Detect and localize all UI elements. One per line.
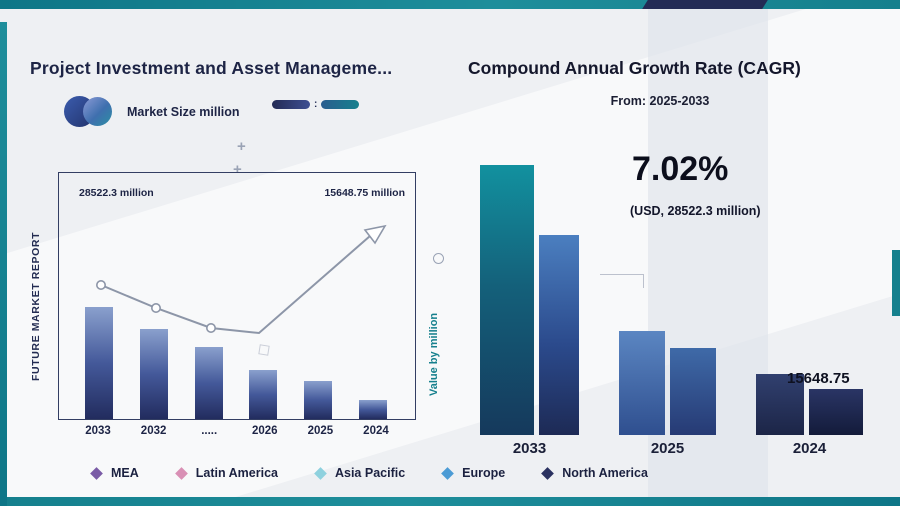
- diamond-icon: [441, 466, 455, 480]
- right-x-labels: 2033 2025 2024: [480, 440, 870, 457]
- market-size-chart: 28522.3 million 15648.75 million: [58, 172, 416, 420]
- x-axis-label: 2025: [307, 425, 334, 437]
- cagr-bar: [809, 389, 863, 435]
- navy-pill-icon: [272, 100, 310, 109]
- right-teal-chip: [892, 250, 900, 316]
- diamond-icon: [174, 466, 188, 480]
- legend-item: MEA: [90, 466, 139, 480]
- navy-accent-strip: [642, 0, 768, 9]
- cagr-chart: [480, 160, 870, 435]
- cagr-bar: [670, 348, 716, 435]
- cagr-value: 7.02%: [632, 150, 729, 188]
- legend-label: Latin America: [195, 466, 278, 480]
- left-x-labels: 2033 2032..... 2026 2025 2024: [76, 425, 398, 437]
- brand-watermark: FUTURE MARKET REPORT: [30, 231, 42, 381]
- left-teal-strip: [0, 22, 7, 506]
- value-2024-label: 15648.75: [787, 370, 850, 387]
- legend-item: Asia Pacific: [314, 466, 406, 480]
- market-size-legend: Market Size million: [64, 96, 240, 127]
- legend-label: North America: [562, 466, 648, 480]
- cagr-bar: [756, 374, 804, 435]
- left-bars: [59, 173, 415, 419]
- cagr-note: (USD, 28522.3 million): [630, 204, 761, 218]
- legend-item: Europe: [441, 466, 506, 480]
- sphere-pair-icon: [64, 96, 116, 127]
- legend-item: North America: [541, 466, 648, 480]
- market-size-bar: [304, 381, 333, 419]
- diamond-icon: [90, 466, 103, 480]
- cagr-bar-group: [480, 165, 579, 435]
- bottom-teal-strip: [0, 497, 900, 506]
- cagr-bar-group: [619, 331, 716, 435]
- market-size-bar: [249, 370, 278, 419]
- market-size-bar: [85, 307, 113, 419]
- market-size-bar: [358, 400, 387, 419]
- legend-label: Asia Pacific: [334, 466, 406, 480]
- x-axis-label: 2033: [85, 425, 111, 437]
- pill-decoration: :: [272, 99, 360, 110]
- cagr-bar-group: [756, 374, 863, 435]
- x-axis-label: 2033: [512, 440, 547, 457]
- market-size-bar: [194, 347, 223, 419]
- plus-icon: +: [237, 138, 246, 155]
- plus-icon: +: [233, 161, 242, 178]
- cagr-bar: [480, 165, 534, 435]
- cagr-bar: [619, 331, 665, 435]
- market-size-bar: [139, 329, 168, 419]
- colon-separator: :: [314, 99, 318, 110]
- x-axis-label: 2024: [792, 440, 827, 457]
- legend-label: Europe: [462, 466, 506, 480]
- x-axis-label: .....: [201, 425, 218, 437]
- right-bar-groups: [480, 165, 870, 435]
- market-size-legend-label: Market Size million: [127, 104, 240, 119]
- value-axis-label: Value by million: [428, 312, 440, 396]
- cagr-subtitle: From: 2025-2033: [610, 94, 710, 108]
- x-axis-label: 2024: [363, 425, 389, 437]
- diamond-icon: [541, 466, 555, 480]
- cagr-title: Compound Annual Growth Rate (CAGR): [468, 58, 801, 78]
- step-line-decoration: [600, 274, 644, 288]
- diamond-icon: [314, 466, 327, 480]
- circle-icon: [433, 253, 444, 264]
- x-axis-label: 2025: [650, 440, 685, 457]
- legend-label: MEA: [111, 466, 139, 480]
- end-value-annotation: 15648.75 million: [324, 187, 405, 199]
- legend-item: Latin America: [174, 466, 278, 480]
- max-value-annotation: 28522.3 million: [79, 187, 154, 199]
- top-teal-strip: [0, 0, 900, 9]
- x-axis-label: 2026: [251, 425, 278, 437]
- x-axis-label: 2032: [140, 425, 167, 437]
- teal-pill-icon: [321, 100, 360, 109]
- cagr-bar: [539, 235, 579, 435]
- region-legend: MEA Latin America Asia Pacific Europe North …: [90, 466, 648, 480]
- left-chart-title: Project Investment and Asset Manageme...: [30, 58, 393, 78]
